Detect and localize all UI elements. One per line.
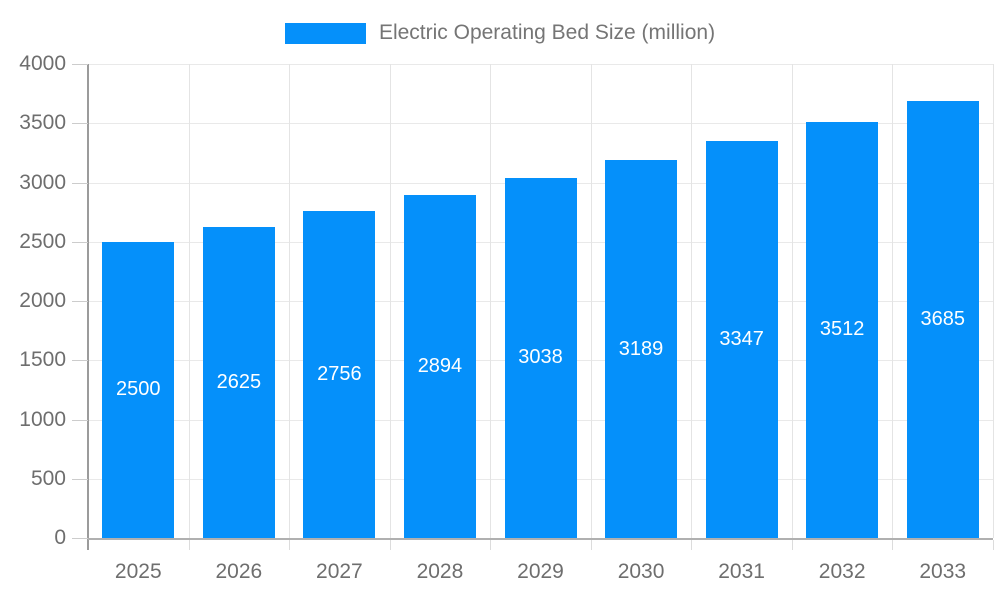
bar-value-label: 2500 bbox=[116, 378, 161, 401]
legend-swatch bbox=[284, 22, 366, 44]
bar-value-label: 3347 bbox=[719, 328, 764, 351]
bar: 2756 bbox=[303, 211, 376, 538]
legend: Electric Operating Bed Size (million) bbox=[0, 21, 1000, 45]
y-axis-tick-label: 0 bbox=[54, 526, 66, 549]
v-gridline bbox=[389, 64, 391, 538]
bar-value-label: 2894 bbox=[417, 355, 463, 378]
x-axis-tick bbox=[590, 540, 592, 550]
x-axis-tick-label: 2027 bbox=[316, 560, 363, 583]
x-axis-tick-label: 2030 bbox=[617, 560, 665, 583]
bar-value-label: 3685 bbox=[920, 308, 965, 331]
h-gridline bbox=[88, 123, 993, 125]
y-axis-tick bbox=[72, 419, 88, 421]
x-axis-tick-label: 2033 bbox=[919, 560, 967, 583]
legend-item[interactable]: Electric Operating Bed Size (million) bbox=[284, 21, 716, 45]
v-gridline bbox=[289, 64, 291, 538]
x-axis-tick bbox=[389, 540, 391, 550]
v-gridline bbox=[791, 64, 793, 538]
x-axis-tick bbox=[289, 540, 291, 550]
x-axis-tick bbox=[691, 540, 693, 550]
y-axis-tick-label: 1500 bbox=[19, 348, 66, 372]
y-axis-tick bbox=[72, 123, 88, 125]
bar: 2625 bbox=[202, 226, 275, 538]
v-gridline bbox=[691, 64, 693, 538]
x-axis-tick bbox=[791, 540, 793, 550]
y-axis-tick bbox=[72, 478, 88, 480]
y-axis-tick-label: 3500 bbox=[19, 111, 66, 135]
bar: 3512 bbox=[806, 121, 879, 538]
bar-value-label: 3512 bbox=[819, 318, 865, 341]
y-axis-tick-label: 500 bbox=[30, 466, 66, 490]
y-axis-tick bbox=[72, 538, 88, 539]
v-gridline bbox=[993, 64, 994, 538]
h-gridline bbox=[88, 64, 993, 65]
y-axis-tick-label: 2500 bbox=[19, 229, 66, 253]
v-gridline bbox=[490, 64, 492, 538]
y-axis-tick bbox=[72, 301, 88, 302]
x-axis-tick bbox=[993, 540, 994, 550]
x-axis-tick-label: 2031 bbox=[718, 560, 765, 583]
bar: 3685 bbox=[906, 101, 979, 538]
y-axis-tick bbox=[72, 64, 88, 65]
bar-value-label: 3189 bbox=[618, 337, 664, 360]
y-axis-tick-label: 3000 bbox=[19, 170, 66, 194]
x-axis-line bbox=[88, 538, 993, 540]
bar-value-label: 3038 bbox=[518, 346, 563, 369]
y-axis-tick bbox=[72, 241, 88, 243]
v-gridline bbox=[892, 64, 894, 538]
x-axis-tick-label: 2026 bbox=[215, 560, 263, 583]
x-axis-tick-label: 2028 bbox=[416, 560, 464, 583]
x-axis-tick bbox=[188, 540, 190, 550]
bar: 2500 bbox=[102, 241, 175, 538]
x-axis-tick bbox=[892, 540, 894, 550]
y-axis-line bbox=[87, 64, 89, 550]
v-gridline bbox=[590, 64, 592, 538]
x-axis-tick-label: 2032 bbox=[818, 560, 866, 583]
x-axis-tick-label: 2029 bbox=[517, 560, 564, 583]
y-axis-tick-label: 1000 bbox=[19, 407, 66, 431]
x-axis-tick bbox=[490, 540, 492, 550]
legend-label: Electric Operating Bed Size (million) bbox=[378, 21, 716, 44]
bar: 2894 bbox=[403, 195, 476, 538]
y-axis-tick-label: 2000 bbox=[19, 289, 66, 312]
bar: 3038 bbox=[504, 177, 577, 538]
y-axis-tick bbox=[72, 360, 88, 362]
v-gridline bbox=[188, 64, 190, 538]
y-axis-tick bbox=[72, 182, 88, 184]
bar: 3189 bbox=[605, 160, 678, 538]
y-axis-tick-label: 4000 bbox=[19, 52, 66, 75]
bar-value-label: 2756 bbox=[317, 363, 362, 386]
bar: 3347 bbox=[705, 141, 778, 538]
x-axis-tick-label: 2025 bbox=[114, 560, 162, 583]
bar-value-label: 2625 bbox=[216, 370, 262, 393]
